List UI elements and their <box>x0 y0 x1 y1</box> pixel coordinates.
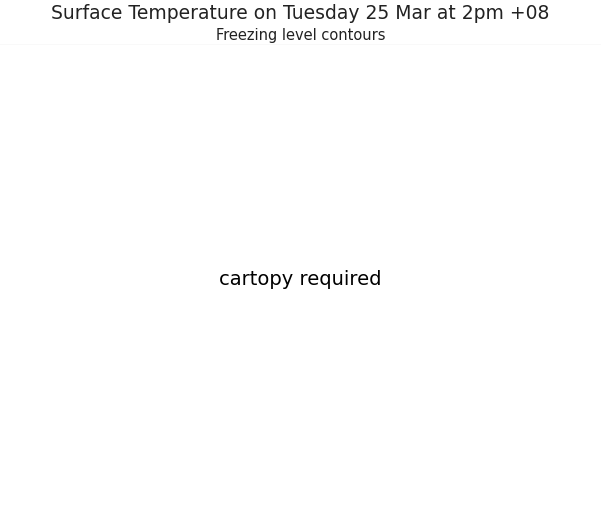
Text: cartopy required: cartopy required <box>219 270 382 289</box>
Text: Freezing level contours: Freezing level contours <box>216 28 385 43</box>
Text: Surface Temperature on Tuesday 25 Mar at 2pm +08: Surface Temperature on Tuesday 25 Mar at… <box>51 4 550 23</box>
